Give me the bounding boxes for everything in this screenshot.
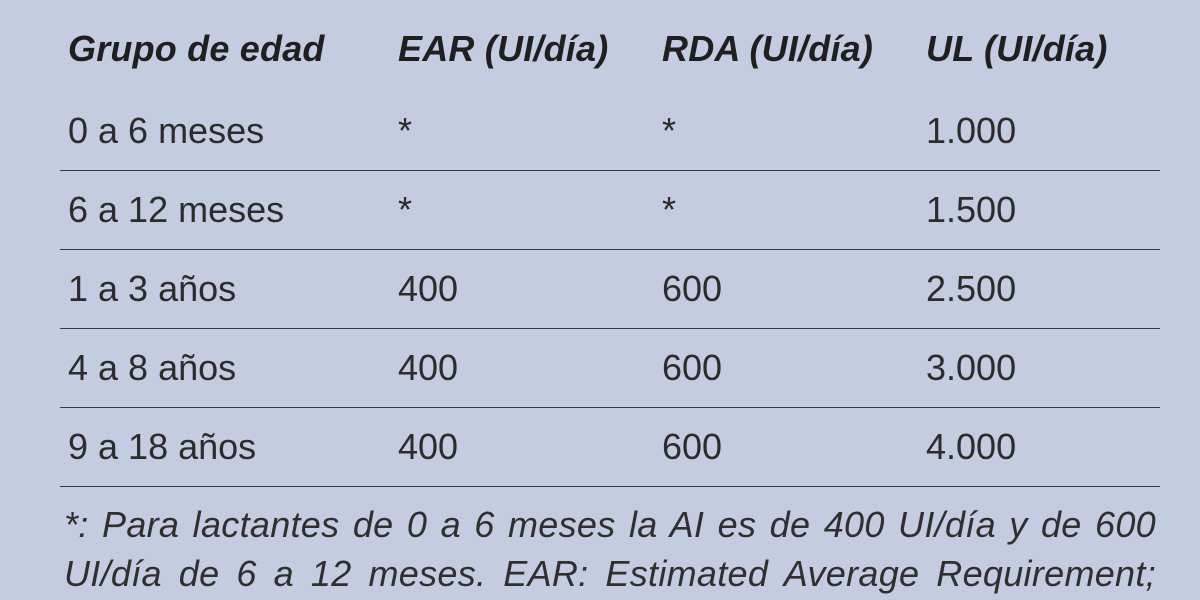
- cell-ul: 1.500: [918, 171, 1160, 250]
- table-row: 0 a 6 meses * * 1.000: [60, 92, 1160, 171]
- table-row: 1 a 3 años 400 600 2.500: [60, 250, 1160, 329]
- cell-ul: 4.000: [918, 408, 1160, 487]
- cell-grupo: 6 a 12 meses: [60, 171, 390, 250]
- cell-ear: 400: [390, 408, 654, 487]
- cell-grupo: 9 a 18 años: [60, 408, 390, 487]
- table-container: Grupo de edad EAR (UI/día) RDA (UI/día) …: [0, 0, 1200, 600]
- cell-rda: 600: [654, 329, 918, 408]
- cell-grupo: 0 a 6 meses: [60, 92, 390, 171]
- cell-ear: *: [390, 92, 654, 171]
- cell-ear: 400: [390, 250, 654, 329]
- cell-ul: 2.500: [918, 250, 1160, 329]
- col-header-ear: EAR (UI/día): [390, 18, 654, 92]
- table-row: 9 a 18 años 400 600 4.000: [60, 408, 1160, 487]
- col-header-rda: RDA (UI/día): [654, 18, 918, 92]
- table-row: 4 a 8 años 400 600 3.000: [60, 329, 1160, 408]
- cell-rda: *: [654, 171, 918, 250]
- cell-grupo: 4 a 8 años: [60, 329, 390, 408]
- cell-rda: *: [654, 92, 918, 171]
- cell-grupo: 1 a 3 años: [60, 250, 390, 329]
- cell-rda: 600: [654, 250, 918, 329]
- cell-rda: 600: [654, 408, 918, 487]
- footnote-text: *: Para lactantes de 0 a 6 meses la AI e…: [60, 487, 1160, 600]
- table-row: 6 a 12 meses * * 1.500: [60, 171, 1160, 250]
- dri-table: Grupo de edad EAR (UI/día) RDA (UI/día) …: [60, 18, 1160, 487]
- cell-ear: *: [390, 171, 654, 250]
- cell-ear: 400: [390, 329, 654, 408]
- col-header-ul: UL (UI/día): [918, 18, 1160, 92]
- cell-ul: 1.000: [918, 92, 1160, 171]
- table-header-row: Grupo de edad EAR (UI/día) RDA (UI/día) …: [60, 18, 1160, 92]
- cell-ul: 3.000: [918, 329, 1160, 408]
- col-header-grupo: Grupo de edad: [60, 18, 390, 92]
